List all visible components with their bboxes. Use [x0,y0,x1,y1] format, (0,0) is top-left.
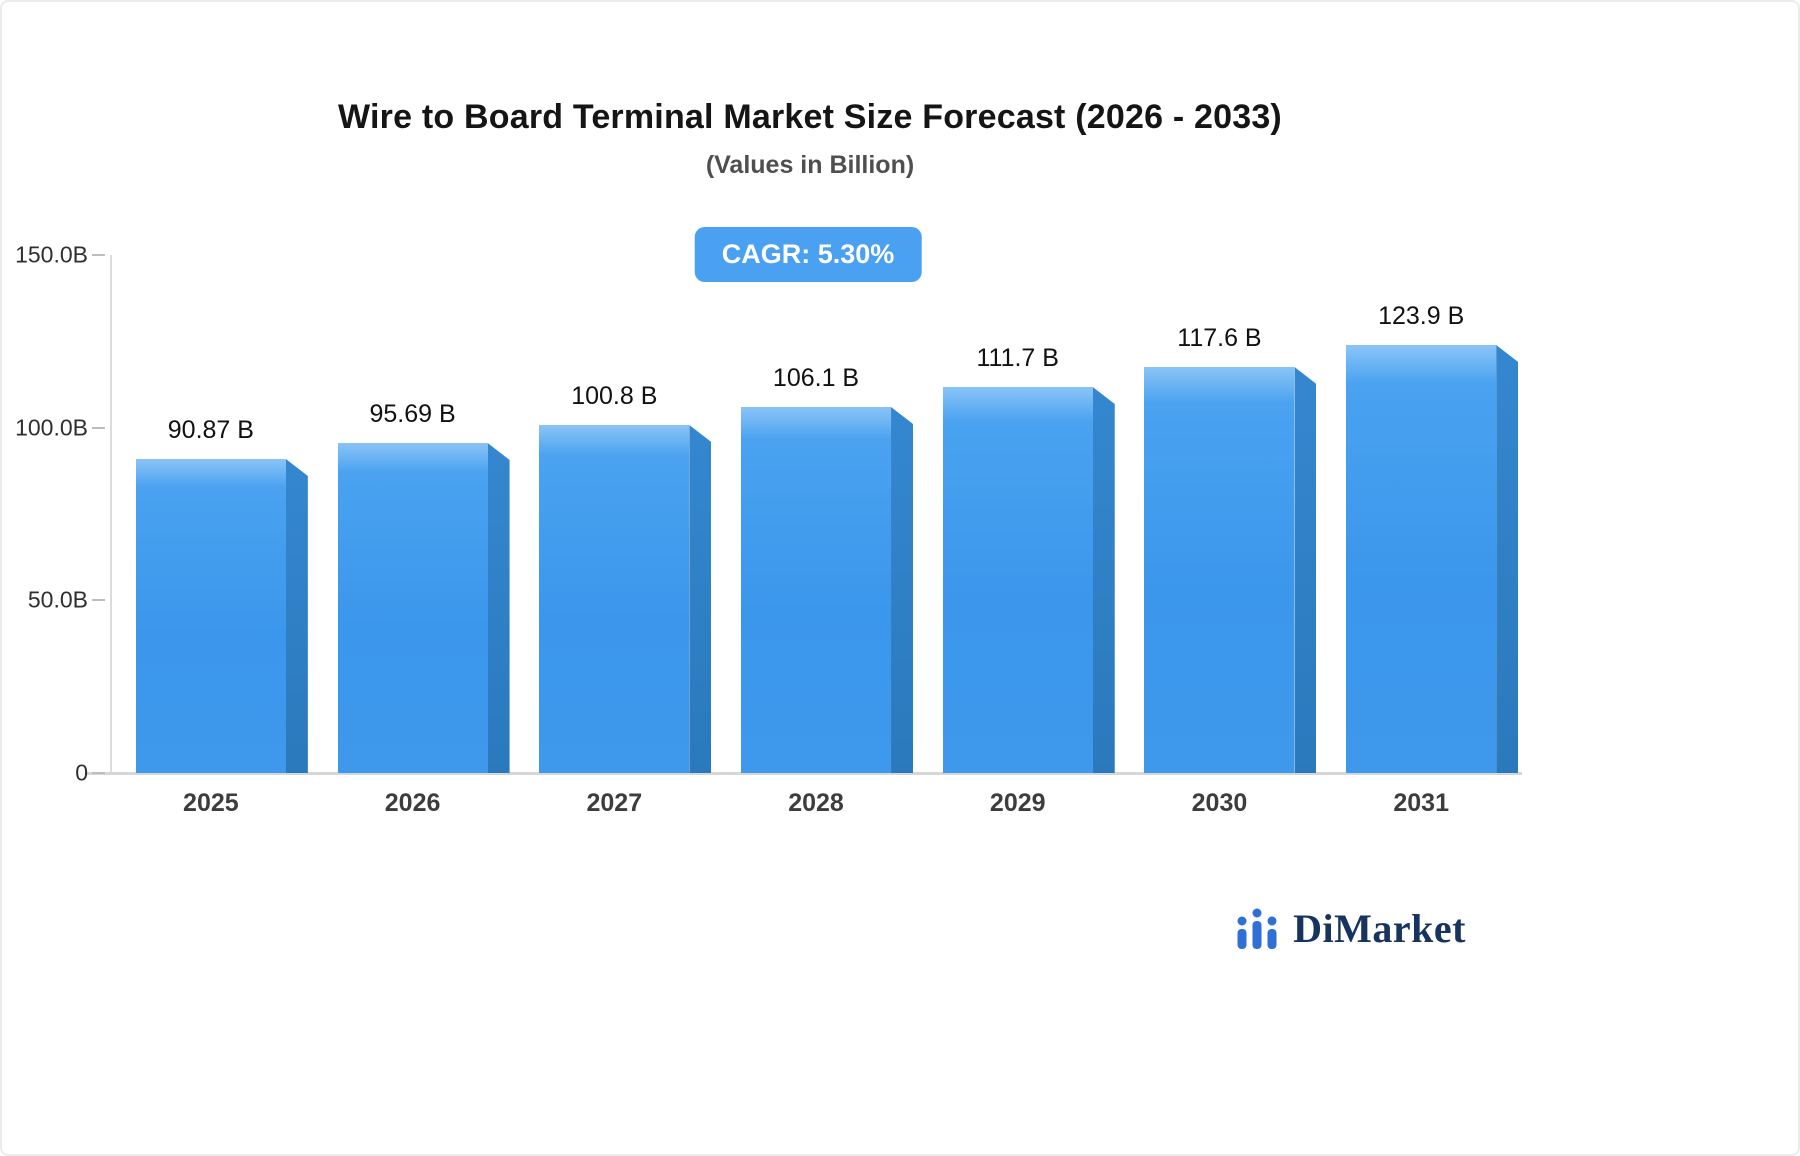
bars-container: 90.87 B 95.69 B 100.8 B 106.1 B 111.7 B 117.6… [110,255,1522,773]
x-axis-line [86,772,1522,775]
bar: 117.6 B [1144,255,1317,773]
x-axis-label: 2025 [183,789,239,817]
cagr-badge: CAGR: 5.30% [694,227,922,282]
bar-slot: 95.69 B [312,255,514,773]
bar-chart-logo-icon [1237,908,1277,949]
bar-value-label: 111.7 B [976,344,1059,372]
bar-front-face [741,407,892,773]
bar-slot: 100.8 B [513,255,715,773]
bar: 123.9 B [1346,255,1519,773]
bar-side-face [285,459,308,773]
x-axis-label: 2029 [989,789,1046,817]
x-axis-label: 2027 [586,789,643,817]
bar-value-label: 90.87 B [167,416,254,444]
y-tick-mark [92,254,105,256]
bar-side-face [891,407,914,773]
x-axis-label: 2028 [788,789,844,817]
y-tick-label: 100.0B [15,414,88,441]
bar-front-face [539,425,690,773]
bar-side-face [689,425,712,773]
bar-value-label: 95.69 B [369,400,456,428]
bar: 90.87 B [135,255,308,773]
logo-text: DiMarket [1293,906,1466,951]
bar-value-label: 100.8 B [571,382,658,410]
x-axis-label: 2031 [1393,789,1449,817]
y-axis-line [110,255,112,773]
y-tick-mark [92,772,105,774]
bar-front-face [1346,345,1497,773]
bar-front-face [1144,367,1295,773]
bar-front-face [135,459,286,773]
x-axis-label: 2026 [384,789,441,817]
y-tick-mark [92,599,105,602]
bar-front-face [337,443,488,773]
bar-side-face [1294,367,1317,773]
bar-value-label: 117.6 B [1177,324,1262,352]
bar: 106.1 B [741,255,914,773]
bar-slot: 123.9 B [1320,255,1522,773]
bar: 95.69 B [337,255,510,773]
bar-value-label: 106.1 B [772,364,860,392]
chart-title: Wire to Board Terminal Market Size Forec… [338,98,1282,136]
bar-slot: 111.7 B [917,255,1119,773]
x-axis: 2025 2026 2027 2028 2029 2030 2031 [110,773,1522,818]
bar: 100.8 B [539,255,712,773]
y-tick-label: 150.0B [15,241,88,268]
y-tick-label: 50.0B [27,586,88,613]
bar-value-label: 123.9 B [1378,302,1465,330]
plot-area: 150.0B 100.0B 50.0B 0 90.87 B 95.69 B 100.8 B… [15,242,1522,817]
bar-slot: 90.87 B [110,255,312,773]
bar-slot: 106.1 B [715,255,917,773]
x-axis-label: 2030 [1191,789,1248,817]
y-tick-label: 0 [75,759,88,786]
bar-side-face [1496,345,1519,773]
chart-subtitle: (Values in Billion) [705,151,915,179]
logo: DiMarket [1233,905,1466,952]
bar-side-face [1092,387,1115,773]
y-tick-mark [92,426,105,429]
bar-slot: 117.6 B [1119,255,1321,773]
bar-front-face [942,387,1093,773]
bar: 111.7 B [942,255,1115,773]
bar-side-face [487,443,510,773]
